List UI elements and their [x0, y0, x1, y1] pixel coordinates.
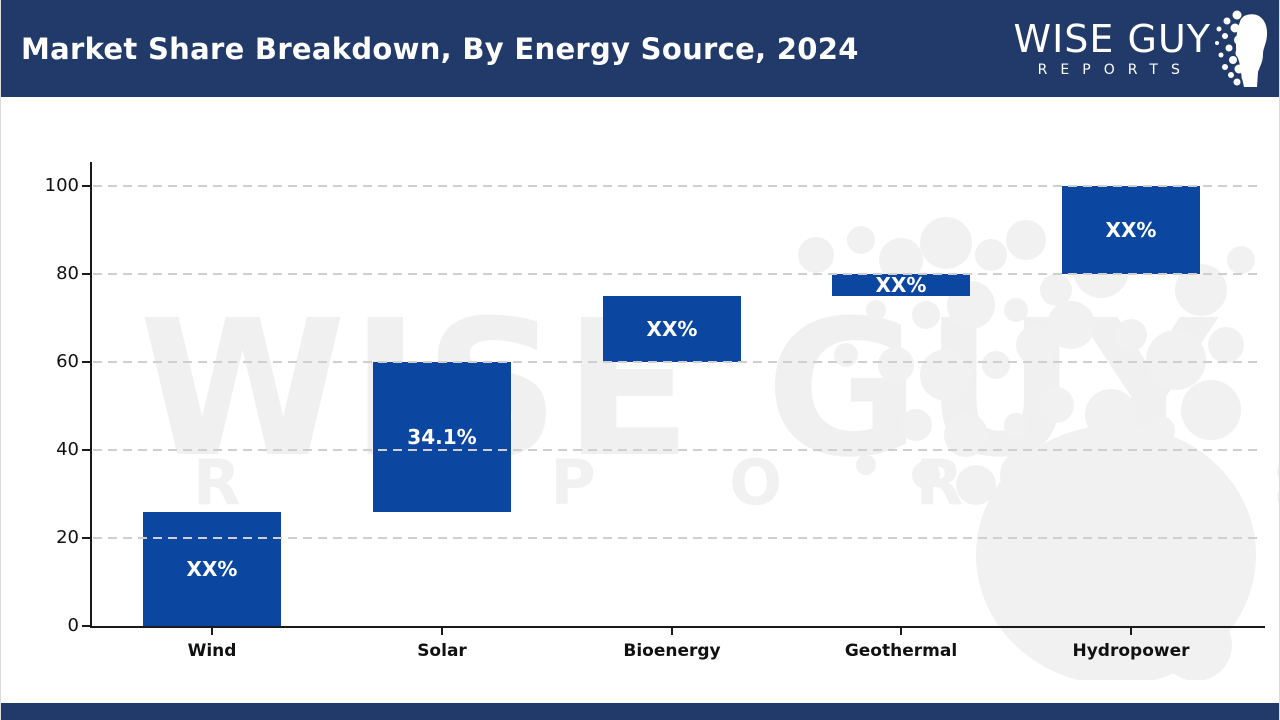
y-tick-label-60: 60: [56, 351, 79, 372]
bar-value-label: XX%: [186, 557, 238, 581]
chart-bar-hydropower: XX%: [1062, 186, 1200, 274]
chart-title: Market Share Breakdown, By Energy Source…: [21, 31, 859, 66]
x-axis-spine: [90, 626, 1265, 628]
footer-bar: [1, 703, 1279, 720]
y-tick-label-80: 80: [56, 263, 79, 284]
y-tick-40: [82, 449, 91, 451]
y-tick-label-100: 100: [44, 175, 79, 196]
logo-reports-label: REPORTS: [1037, 61, 1193, 78]
gridline-20: [93, 537, 1263, 539]
gridline-40: [93, 449, 1263, 451]
x-tick-label-geothermal: Geothermal: [844, 641, 958, 661]
gridline-100: [93, 185, 1263, 187]
x-tick-label-solar: Solar: [417, 641, 467, 661]
chart-bar-bioenergy: XX%: [603, 296, 741, 362]
x-tick-label-hydropower: Hydropower: [1072, 641, 1190, 661]
y-tick-80: [82, 273, 91, 275]
y-tick-0: [82, 625, 91, 627]
y-tick-60: [82, 361, 91, 363]
x-tick-label-bioenergy: Bioenergy: [623, 641, 721, 661]
bar-value-label: XX%: [1105, 218, 1157, 242]
logo-text: WISE GUY REPORTS: [1014, 20, 1211, 78]
y-tick-20: [82, 537, 91, 539]
wiseguy-logo: WISE GUY REPORTS: [1014, 9, 1269, 89]
bar-value-label: 34.1%: [407, 425, 477, 449]
bar-value-label: XX%: [646, 317, 698, 341]
chart-bar-geothermal: XX%: [832, 274, 970, 296]
header-bar: Market Share Breakdown, By Energy Source…: [1, 0, 1279, 97]
y-tick-label-0: 0: [67, 615, 79, 636]
y-tick-label-20: 20: [56, 527, 79, 548]
bar-value-label: XX%: [875, 273, 927, 297]
x-tick-solar: [441, 627, 443, 635]
y-tick-100: [82, 185, 91, 187]
chart-bar-solar: 34.1%: [373, 362, 511, 512]
y-axis-spine: [90, 162, 92, 628]
x-tick-wind: [211, 627, 213, 635]
x-tick-hydropower: [1130, 627, 1132, 635]
logo-wiseguy-label: WISE GUY: [1013, 16, 1211, 61]
logo-head-icon: [1215, 10, 1268, 87]
x-tick-bioenergy: [671, 627, 673, 635]
gridline-80: [93, 273, 1263, 275]
x-tick-geothermal: [900, 627, 902, 635]
gridline-60: [93, 361, 1263, 363]
x-tick-label-wind: Wind: [187, 641, 237, 661]
chart-bar-wind: XX%: [143, 512, 281, 626]
y-tick-label-40: 40: [56, 439, 79, 460]
